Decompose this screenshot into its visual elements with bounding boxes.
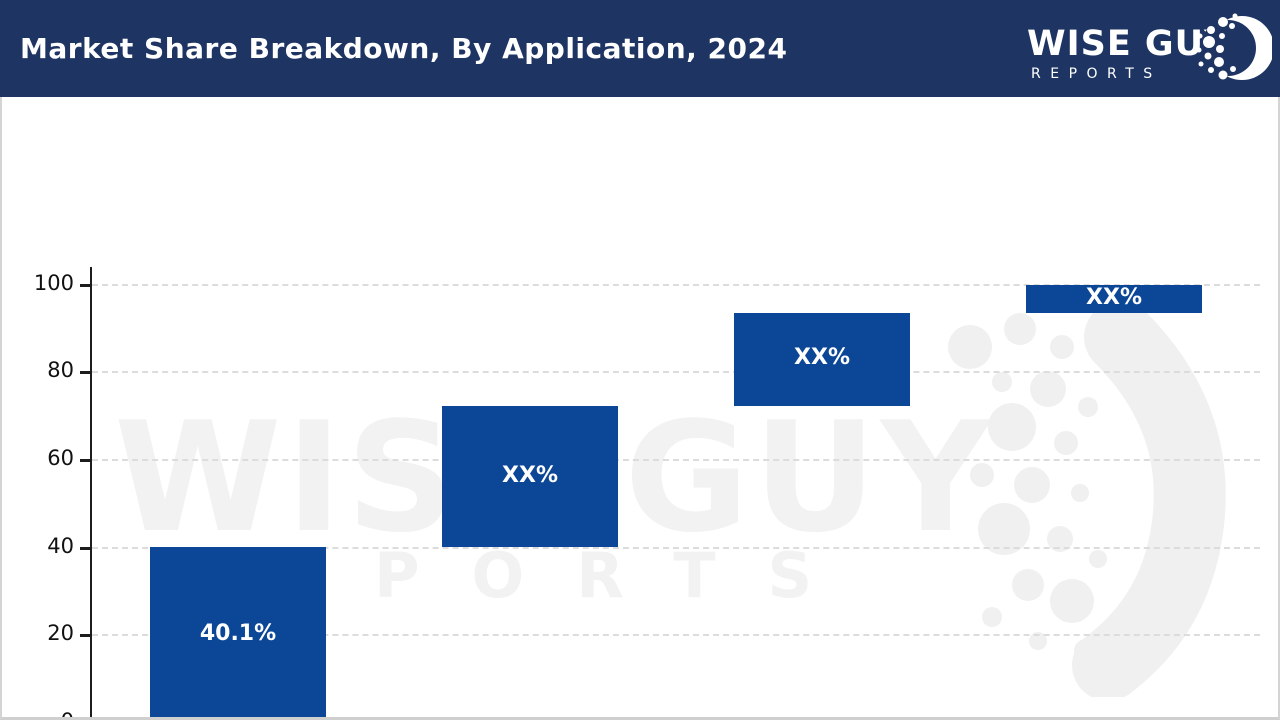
bar-4 — [1026, 284, 1202, 313]
bar-1 — [150, 547, 326, 717]
y-axis-tick-label: 80 — [47, 358, 74, 383]
chart-area: WISE GUY REPORTS 40.1%XX%XX%XX% 02040608… — [0, 97, 1280, 720]
gridline-y100 — [92, 283, 1260, 286]
y-axis-tick-label: 60 — [47, 445, 74, 470]
gridline-y40 — [92, 546, 1260, 549]
y-axis-tick-label: 0 — [14, 709, 74, 717]
bar-value-label: XX% — [502, 462, 558, 488]
gridline-y60 — [92, 458, 1260, 461]
gridline-y20 — [92, 634, 1260, 637]
bar-value-label: XX% — [1086, 284, 1142, 310]
bar-3 — [734, 312, 910, 406]
logo-text-main: WISE GUY — [1027, 24, 1230, 64]
bar-value-label: 40.1% — [199, 621, 277, 647]
y-axis-tick — [80, 283, 90, 287]
y-axis-tick — [80, 371, 90, 375]
y-axis-tick-label: 20 — [47, 621, 74, 646]
watermark-head-icon — [948, 301, 1226, 697]
wiseguy-logo: WISE GUY REPORTS — [1027, 13, 1272, 82]
bar-value-label: XX% — [794, 345, 850, 371]
header-banner: Market Share Breakdown, By Application, … — [0, 0, 1280, 97]
plot-area: 40.1% XX% XX% XX% — [90, 267, 1260, 717]
y-axis-tick-label: 100 — [33, 270, 74, 295]
gridline-y80 — [92, 371, 1260, 374]
page-title: Market Share Breakdown, By Application, … — [20, 32, 788, 65]
logo-head-icon — [1196, 13, 1272, 80]
bar-2 — [442, 406, 618, 548]
y-axis-tick-label: 40 — [47, 533, 74, 558]
y-axis-tick — [80, 546, 90, 550]
logo-text-sub: REPORTS — [1031, 66, 1162, 82]
y-axis-tick — [80, 458, 90, 462]
y-axis-tick — [80, 634, 90, 638]
